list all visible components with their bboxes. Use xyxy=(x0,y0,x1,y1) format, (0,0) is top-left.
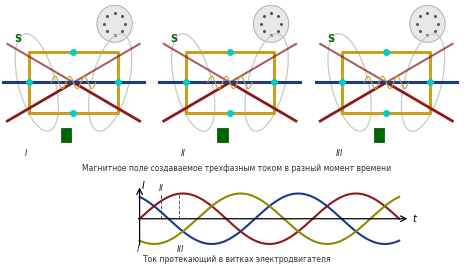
Text: Магнитное поле создаваемое трехфазным током в разный момент времени: Магнитное поле создаваемое трехфазным то… xyxy=(82,164,392,173)
FancyBboxPatch shape xyxy=(218,128,228,142)
Text: S: S xyxy=(14,34,21,44)
Text: I: I xyxy=(25,149,27,158)
Text: S: S xyxy=(171,34,178,44)
Text: III: III xyxy=(336,149,343,158)
Text: III: III xyxy=(177,245,184,254)
Text: II: II xyxy=(159,184,164,193)
Circle shape xyxy=(254,5,289,42)
Text: II: II xyxy=(181,149,185,158)
Circle shape xyxy=(97,5,132,42)
FancyBboxPatch shape xyxy=(374,128,384,142)
Text: Ток протекающий в витках электродвигателя: Ток протекающий в витках электродвигател… xyxy=(143,255,331,264)
FancyBboxPatch shape xyxy=(61,128,71,142)
Text: S: S xyxy=(327,34,334,44)
Text: t: t xyxy=(412,214,416,224)
Text: I: I xyxy=(137,245,139,254)
Text: I: I xyxy=(141,181,145,192)
Circle shape xyxy=(410,5,445,42)
